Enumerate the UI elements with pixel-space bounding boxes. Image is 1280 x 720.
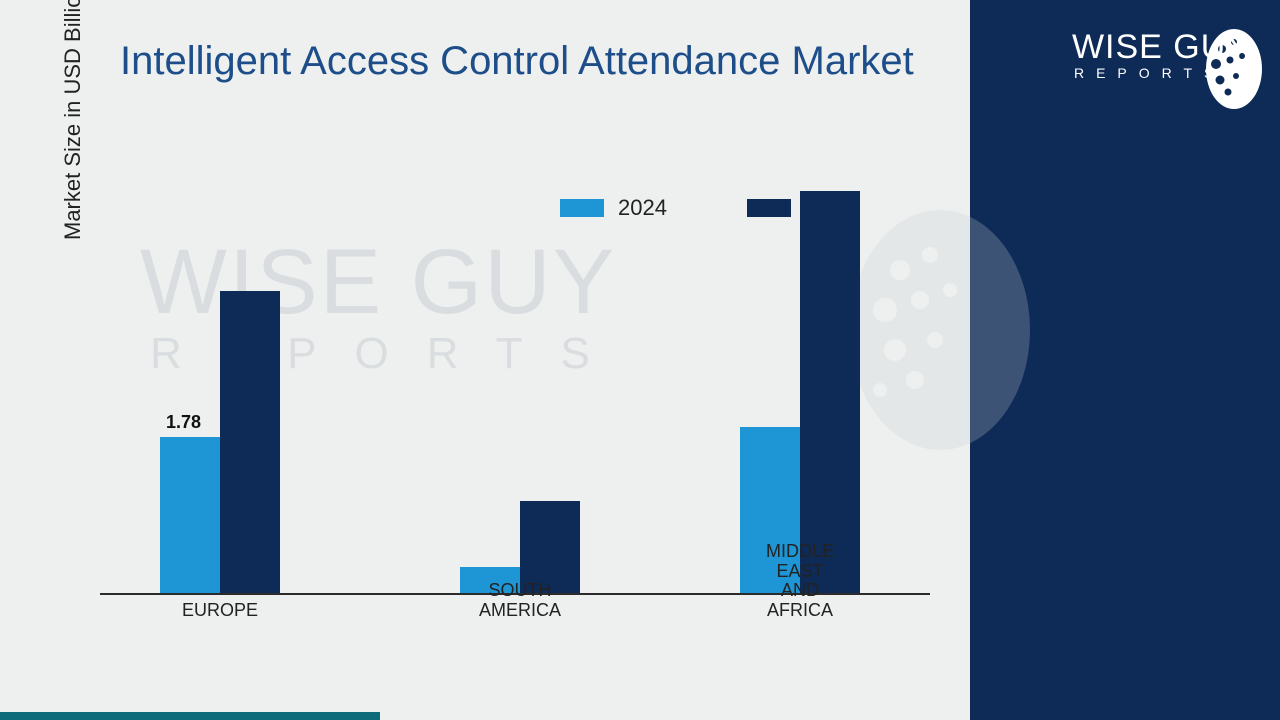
bar <box>220 291 280 593</box>
bar-value-label: 1.78 <box>166 412 201 433</box>
bar <box>160 437 220 593</box>
bar-group: MIDDLE EAST AND AFRICA <box>740 191 860 594</box>
bar-group: SOUTH AMERICA <box>460 501 580 593</box>
bar-chart: EUROPE SOUTH AMERICA MIDDLE EAST AND AFRIC… <box>100 175 930 595</box>
bottom-accent-bar <box>0 712 380 720</box>
category-label: EUROPE <box>140 601 300 621</box>
bar <box>520 501 580 593</box>
chart-title: Intelligent Access Control Attendance Ma… <box>120 38 914 84</box>
page: WISE GUY REPORTS Intelligent Access Cont… <box>0 0 1280 720</box>
y-axis-label: Market Size in USD Billion <box>60 0 86 240</box>
logo-sub-text: REPORTS <box>1074 65 1250 81</box>
bar-group: EUROPE <box>160 291 280 593</box>
logo-main-text: WISE GUY <box>1072 28 1250 67</box>
brand-logo: WISE GUY REPORTS <box>1072 28 1250 81</box>
category-label: SOUTH AMERICA <box>440 581 600 621</box>
bar <box>800 191 860 594</box>
category-label: MIDDLE EAST AND AFRICA <box>720 542 880 621</box>
